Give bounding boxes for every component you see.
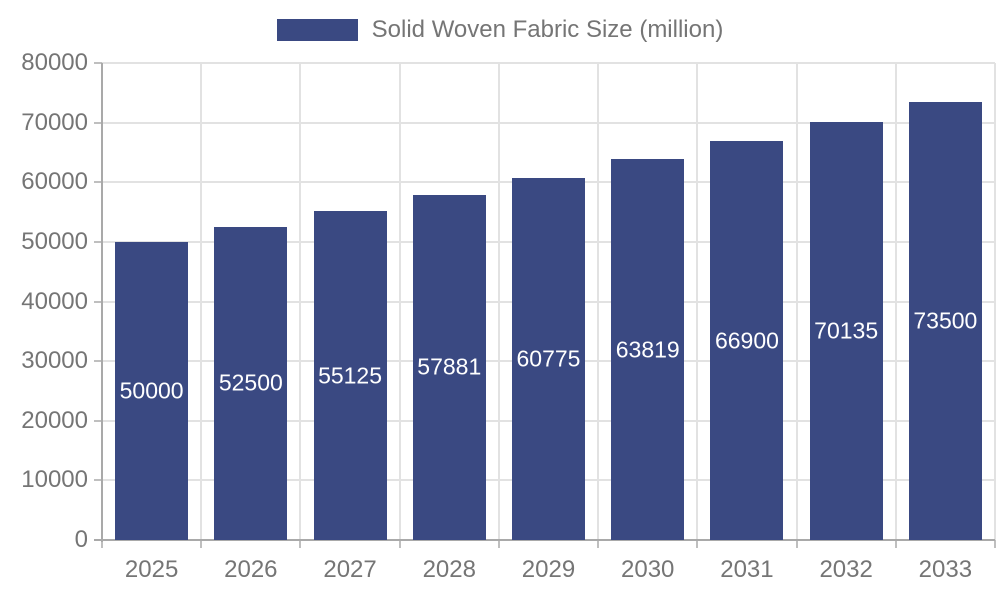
bar-value-label: 66900 <box>714 327 779 354</box>
x-axis-tick <box>497 540 500 548</box>
bar <box>908 101 982 540</box>
x-axis-tick <box>398 540 401 548</box>
x-tick-label: 2031 <box>720 556 774 583</box>
y-axis-tick <box>94 240 102 243</box>
bar-value-label: 57881 <box>417 353 482 380</box>
bar-value-label: 50000 <box>119 377 184 404</box>
gridline-vertical <box>994 63 996 540</box>
y-tick-label: 10000 <box>21 466 88 494</box>
bar-value-label: 70135 <box>814 317 879 344</box>
x-tick-label: 2025 <box>124 556 179 583</box>
gridline-vertical <box>696 63 699 540</box>
x-axis-tick <box>994 540 996 548</box>
gridline-vertical <box>200 63 203 540</box>
y-axis-tick <box>94 419 102 422</box>
y-axis-tick <box>94 300 102 303</box>
bar-value-label: 52500 <box>218 369 283 396</box>
x-tick-label: 2029 <box>521 556 576 583</box>
gridline-vertical <box>597 63 600 540</box>
x-axis-tick <box>101 540 103 548</box>
bar <box>611 159 685 540</box>
x-axis-tick <box>795 540 798 548</box>
gridline-vertical <box>497 63 500 540</box>
y-tick-label: 50000 <box>21 227 88 255</box>
x-axis-tick <box>894 540 897 548</box>
bar <box>115 241 189 540</box>
legend: Solid Woven Fabric Size (million) <box>0 16 1000 44</box>
x-tick-label: 2030 <box>621 556 675 583</box>
gridline-vertical <box>894 63 897 540</box>
x-axis-tick <box>696 540 699 548</box>
bar <box>710 141 784 540</box>
bar-value-label: 60775 <box>516 345 581 372</box>
legend-swatch <box>276 19 358 41</box>
y-tick-label: 0 <box>74 526 88 553</box>
x-axis-line <box>94 539 995 541</box>
bar-value-label: 55125 <box>318 362 383 389</box>
y-axis-tick <box>94 121 102 124</box>
gridline-vertical <box>299 63 302 540</box>
y-axis-tick <box>94 479 102 482</box>
x-tick-label: 2028 <box>422 556 476 583</box>
bar <box>512 177 585 540</box>
x-tick-label: 2026 <box>224 556 278 583</box>
y-tick-label: 70000 <box>21 108 88 136</box>
x-tick-label: 2032 <box>819 556 873 583</box>
x-tick-label: 2033 <box>918 556 973 583</box>
y-axis-line <box>101 63 103 542</box>
y-axis-tick <box>94 181 102 184</box>
y-axis-tick <box>94 360 102 363</box>
bar <box>412 194 486 540</box>
bar <box>809 121 883 540</box>
y-tick-label: 60000 <box>21 168 88 196</box>
y-tick-label: 40000 <box>21 287 88 315</box>
bar-value-label: 63819 <box>615 336 680 363</box>
bar-value-label: 73500 <box>913 307 978 334</box>
x-axis-tick <box>299 540 302 548</box>
gridline-vertical <box>398 63 401 540</box>
y-tick-label: 20000 <box>21 406 88 434</box>
y-tick-label: 30000 <box>21 347 88 375</box>
legend-label: Solid Woven Fabric Size (million) <box>371 16 724 43</box>
gridline-vertical <box>795 63 798 540</box>
y-tick-label: 80000 <box>21 49 88 76</box>
x-axis-tick <box>597 540 600 548</box>
x-tick-label: 2027 <box>323 556 377 583</box>
gridline-horizontal <box>102 62 995 64</box>
bar <box>214 226 288 540</box>
bar <box>313 211 387 540</box>
x-axis-tick <box>200 540 203 548</box>
gridline-horizontal <box>102 121 995 124</box>
y-axis-tick <box>94 62 102 64</box>
